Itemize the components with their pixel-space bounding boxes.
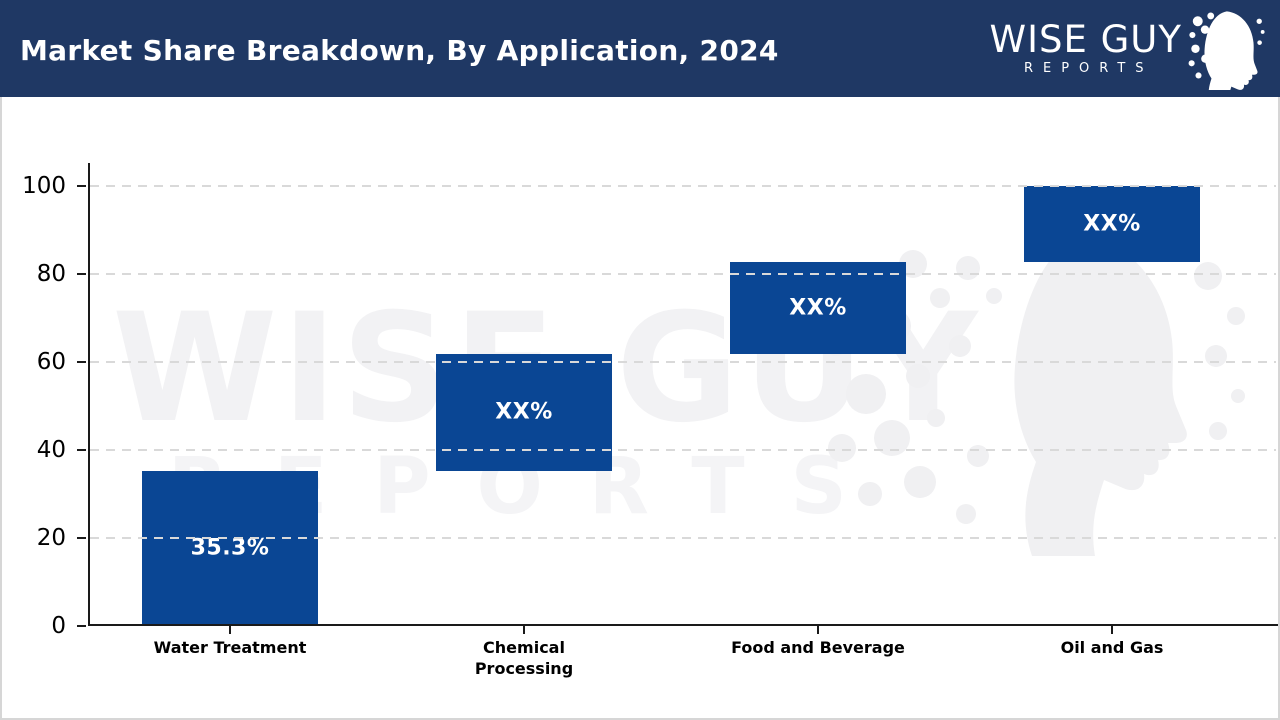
y-tick-label: 100 bbox=[22, 173, 66, 199]
x-axis-line bbox=[88, 624, 1278, 626]
bar-food-and-beverage: XX% bbox=[730, 262, 906, 355]
logo-subtitle: REPORTS bbox=[1023, 60, 1154, 76]
y-axis: 0 20 40 60 80 100 bbox=[0, 163, 88, 639]
bar-oil-and-gas: XX% bbox=[1024, 186, 1200, 263]
header-bar: Market Share Breakdown, By Application, … bbox=[0, 0, 1280, 97]
page-title: Market Share Breakdown, By Application, … bbox=[20, 34, 779, 67]
bar-value-label: XX% bbox=[495, 399, 553, 425]
logo-wordmark: WISE GUY bbox=[989, 18, 1182, 62]
y-tick-label: 60 bbox=[36, 349, 66, 375]
y-tick-mark bbox=[77, 449, 86, 451]
gridline-20 bbox=[90, 537, 1276, 539]
bar-value-label: XX% bbox=[1083, 211, 1141, 237]
y-tick-mark bbox=[77, 537, 86, 539]
bar-value-label: XX% bbox=[789, 295, 847, 321]
y-tick-label: 20 bbox=[36, 525, 66, 551]
x-tick-mark bbox=[229, 626, 231, 634]
gridline-40 bbox=[90, 449, 1276, 451]
plot-area: 35.3% XX% XX% XX% bbox=[88, 163, 1278, 626]
y-tick-label: 80 bbox=[36, 261, 66, 287]
page-border-right bbox=[1278, 97, 1280, 720]
bar-chemical-processing: XX% bbox=[436, 354, 612, 471]
bar-value-label: 35.3% bbox=[190, 535, 270, 561]
y-tick-mark bbox=[77, 273, 86, 275]
y-axis-line bbox=[88, 163, 90, 626]
page-border-left bbox=[0, 97, 2, 720]
x-axis: Water Treatment Chemical Processing Food a… bbox=[0, 626, 1280, 716]
x-tick-label: Food and Beverage bbox=[731, 638, 905, 657]
logo-face-icon bbox=[1188, 11, 1265, 90]
gridline-80 bbox=[90, 273, 1276, 275]
x-tick-label: Oil and Gas bbox=[1060, 638, 1164, 657]
y-tick-mark bbox=[77, 625, 86, 627]
x-tick-label: Water Treatment bbox=[153, 638, 307, 657]
logo: WISE GUY REPORTS bbox=[990, 6, 1268, 90]
y-tick-mark bbox=[77, 185, 86, 187]
y-tick-label: 0 bbox=[51, 613, 66, 639]
page-border-bottom bbox=[0, 718, 1280, 720]
x-tick-label: Chemical Processing bbox=[474, 638, 574, 678]
x-tick-mark bbox=[523, 626, 525, 634]
bar-water-treatment: 35.3% bbox=[142, 470, 318, 626]
gridline-60 bbox=[90, 361, 1276, 363]
gridline-100 bbox=[90, 185, 1276, 187]
x-tick-mark bbox=[817, 626, 819, 634]
logo-text: WISE GUY REPORTS bbox=[989, 18, 1182, 76]
y-tick-mark bbox=[77, 361, 86, 363]
x-tick-mark bbox=[1111, 626, 1113, 634]
y-tick-label: 40 bbox=[36, 437, 66, 463]
